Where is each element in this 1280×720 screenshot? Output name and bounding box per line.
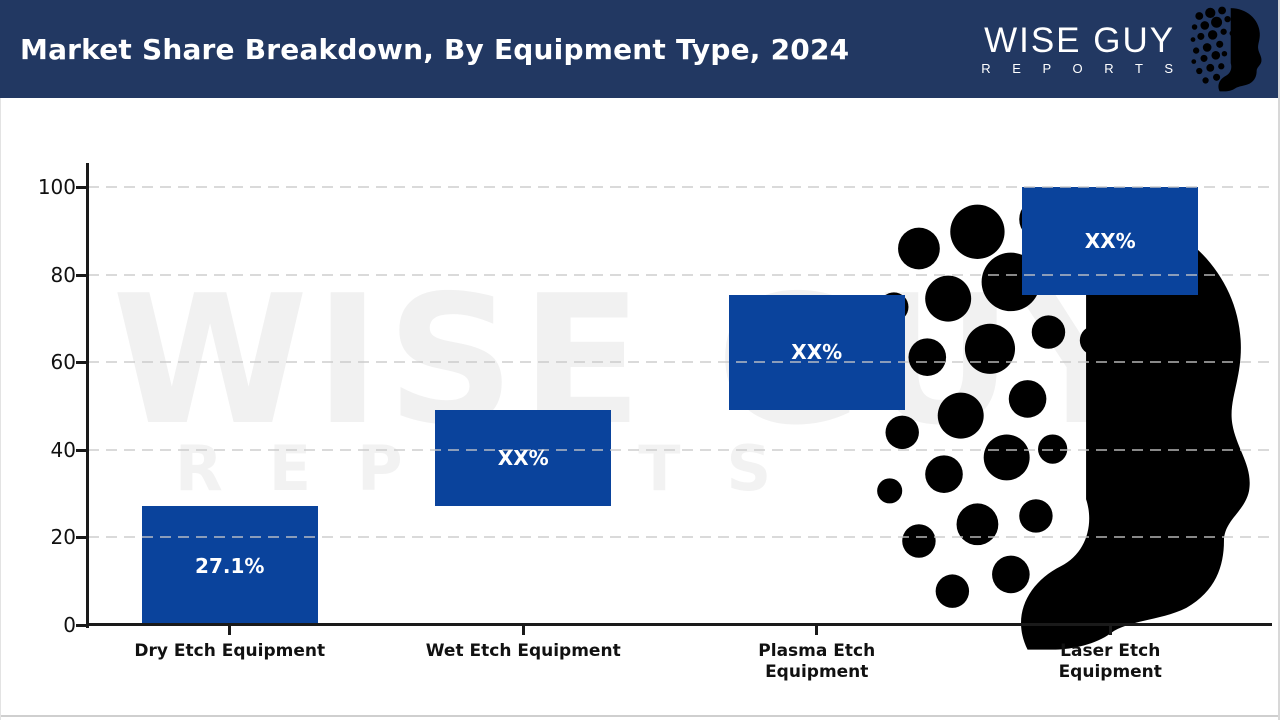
x-axis-tick-mark [815,626,819,635]
x-axis-label-line: Laser Etch [1060,641,1161,661]
x-axis-label: Wet Etch Equipment [403,641,643,662]
x-axis-tick-mark [1108,626,1112,635]
y-axis-line [86,163,89,628]
page-title: Market Share Breakdown, By Equipment Typ… [20,32,850,66]
gridline-60 [88,361,1270,364]
logo-brand-name: WISE GUY [984,20,1176,60]
bar-value-label: XX% [791,340,843,365]
y-axis-tick-label: 20 [50,525,76,550]
y-axis-tick-mark [76,536,86,540]
header-bar: Market Share Breakdown, By Equipment Typ… [0,0,1278,98]
x-axis-label: Dry Etch Equipment [110,641,350,662]
y-axis-tick-mark [76,186,86,189]
x-axis-label-line: Wet Etch Equipment [425,641,621,661]
gridline-20 [88,536,1270,539]
bar-wet-etch-equipment [435,409,612,507]
y-axis-tick-mark [76,361,86,365]
x-axis-tick-mark [228,626,232,635]
bar-value-label: 27.1% [195,553,265,578]
bar-plasma-etch-equipment [728,294,905,410]
bar-dry-etch-equipment [141,506,318,625]
bar-value-label: XX% [1084,228,1136,253]
x-axis-label-line: Plasma Etch [758,641,876,661]
x-axis-label-line: Equipment [765,662,869,682]
gridline-80 [88,273,1270,276]
y-axis-tick-label: 80 [50,262,76,287]
gridline-100 [88,186,1270,188]
y-axis-tick-label: 60 [50,350,76,375]
y-axis-tick-label: 40 [50,437,76,462]
y-axis-tick-mark [76,273,86,277]
x-axis-label: Laser Etch Equipment [990,641,1230,683]
logo-text: WISE GUY R E P O R T S [977,20,1182,76]
bottom-border [0,715,1278,717]
x-axis-line [86,623,1272,626]
x-axis-label-line: Dry Etch Equipment [134,641,326,661]
x-axis-label-line: Equipment [1058,662,1162,682]
gridline-40 [88,448,1270,451]
y-axis-tick-label: 100 [37,175,76,199]
x-axis-tick-mark [521,626,525,635]
x-axis-label: Plasma Etch Equipment [697,641,937,683]
wiseguy-reports-logo: WISE GUY R E P O R T S [977,5,1266,93]
left-border [0,98,1,720]
bar-laser-etch-equipment [1022,187,1199,295]
dotted-head-icon [1186,5,1266,93]
y-axis-tick-mark [76,448,86,452]
bar-value-label: XX% [497,446,549,471]
y-axis-tick-label: 0 [63,613,76,637]
logo-brand-sub: R E P O R T S [981,60,1182,76]
y-axis-tick-mark [76,624,86,627]
